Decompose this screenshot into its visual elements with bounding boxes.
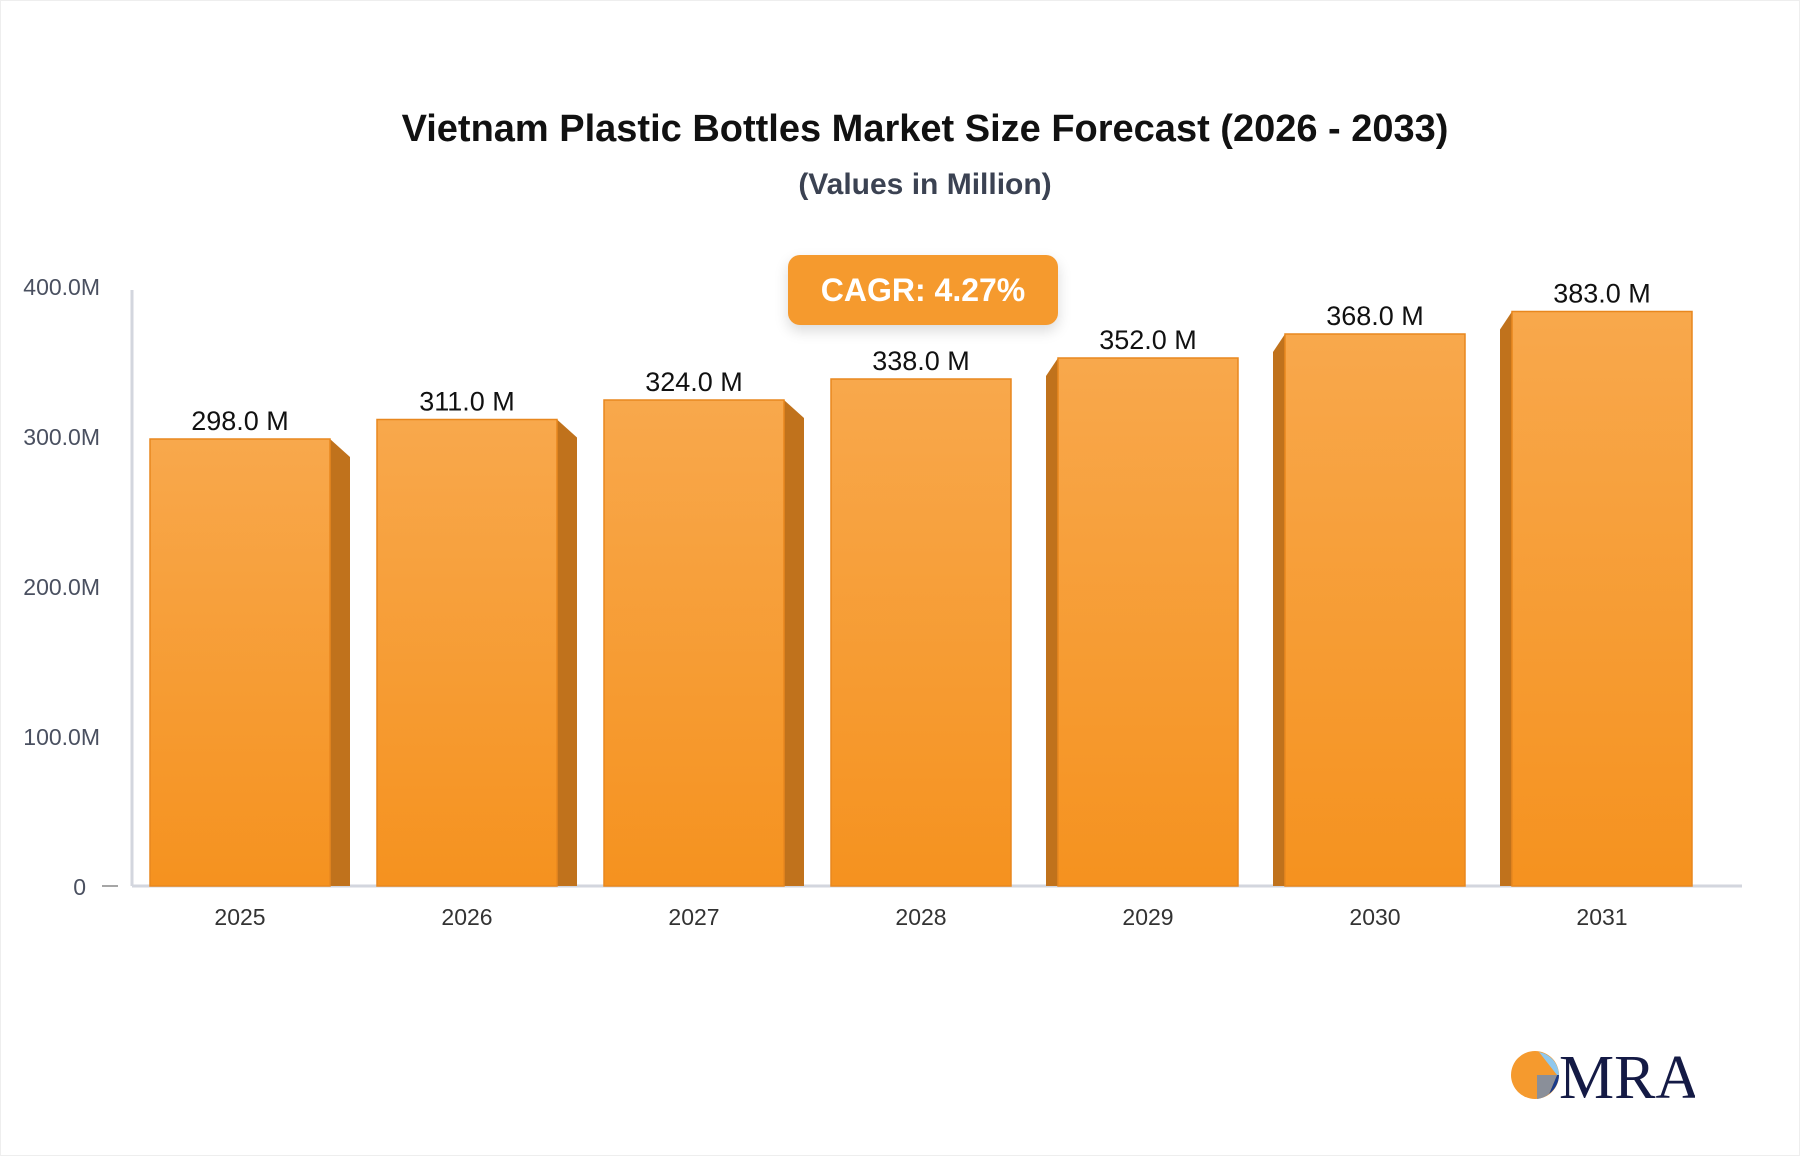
data-label: 352.0 M (1099, 325, 1197, 355)
bar-side (330, 439, 350, 886)
data-label: 311.0 M (419, 387, 515, 417)
x-tick-label: 2027 (668, 904, 719, 930)
bar-2025 (149, 438, 331, 887)
data-label: 383.0 M (1553, 279, 1651, 309)
x-tick-label: 2031 (1576, 904, 1627, 930)
x-tick-label: 2030 (1349, 904, 1400, 930)
bar-side (557, 419, 577, 886)
bar-2028 (830, 378, 1012, 887)
data-label: 368.0 M (1326, 301, 1424, 331)
data-label: 338.0 M (872, 346, 970, 376)
y-tick-label: 100.0M (23, 724, 100, 750)
bar-side (1046, 358, 1058, 886)
bar-side (1500, 311, 1512, 886)
y-tick-label: 400.0M (23, 274, 100, 300)
x-tick-label: 2029 (1122, 904, 1173, 930)
svg-text:MRA: MRA (1559, 1044, 1695, 1110)
cagr-badge: CAGR: 4.27% (788, 255, 1058, 325)
bar-2030 (1284, 333, 1466, 887)
data-label: 298.0 M (191, 406, 289, 436)
bar-2031 (1511, 310, 1693, 887)
bar-side (784, 400, 804, 886)
bar-side (1273, 334, 1285, 886)
bar-2029 (1057, 357, 1239, 887)
x-tick-label: 2026 (441, 904, 492, 930)
x-tick-label: 2028 (895, 904, 946, 930)
x-tick-label: 2025 (214, 904, 265, 930)
y-tick-label: 0 (73, 874, 86, 900)
bar-2026 (376, 418, 558, 887)
chart-subtitle: (Values in Million) (798, 168, 1052, 201)
y-tick-label: 200.0M (23, 574, 100, 600)
chart-title: Vietnam Plastic Bottles Market Size Fore… (401, 108, 1449, 150)
y-tick-label: 300.0M (23, 424, 100, 450)
mra-logo: MRA (1511, 1044, 1695, 1110)
bar-2027 (603, 399, 785, 887)
data-label: 324.0 M (645, 367, 743, 397)
